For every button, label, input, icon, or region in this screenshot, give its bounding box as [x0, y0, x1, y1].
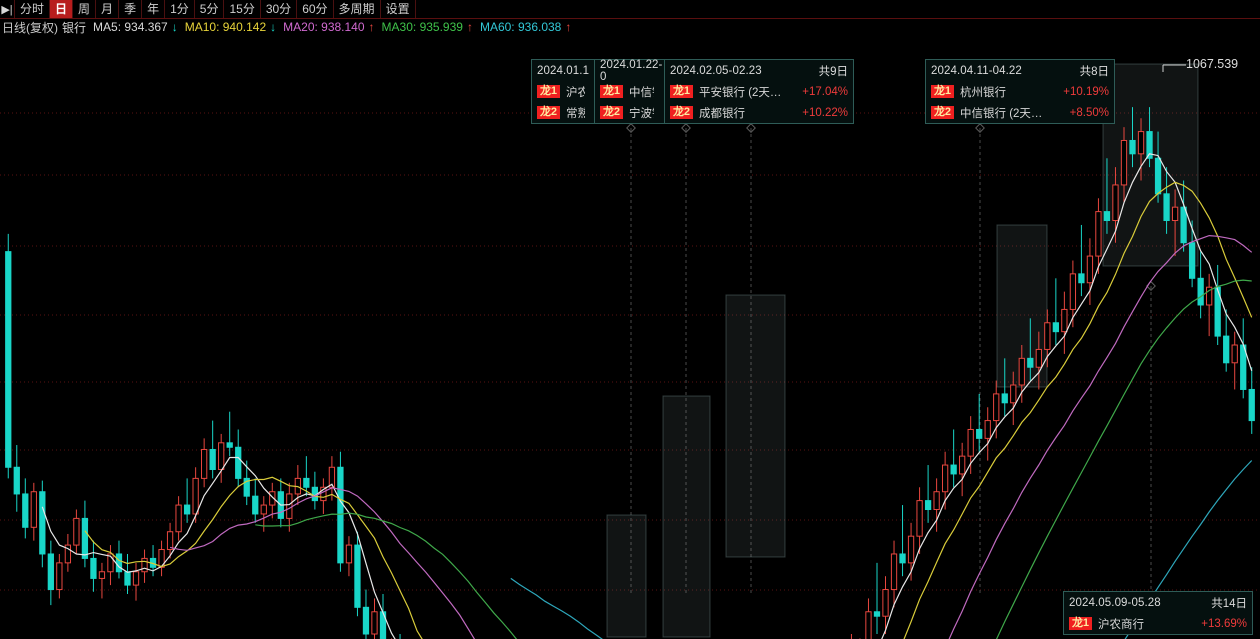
ma-line-MA30: [255, 279, 1252, 639]
ma-arrow-3: ↑: [466, 20, 473, 34]
annotation-stock-row: 龙2 成都银行 +10.22%: [665, 102, 853, 123]
period-label: 日线(复权): [2, 20, 58, 35]
annotation-date: 2024.04.11-04.22: [931, 64, 1022, 77]
annotation-date-row: 2024.01.1: [532, 60, 596, 81]
stock-change-pct: +13.69%: [1201, 617, 1247, 630]
stock-change-pct: +10.22%: [802, 106, 848, 119]
period-button-7[interactable]: 5分: [195, 0, 225, 18]
ma-info-row: 日线(复权) 银行 MA5: 934.367 ↓ MA10: 940.142 ↓ MA2…: [0, 19, 579, 35]
ma-value-1: MA10: 940.142: [184, 20, 267, 34]
period-button-8[interactable]: 15分: [224, 0, 261, 18]
rank-badge: 龙2: [600, 106, 623, 119]
period-button-group: 分时日周月季年 1分 5分 15分 30分 60分 多周期 设置: [14, 0, 416, 18]
stock-change-pct: +10.19%: [1063, 85, 1109, 98]
connector-diamond-0: [626, 123, 636, 133]
period-button-3[interactable]: 月: [96, 0, 120, 18]
annotation-date: 2024.02.05-02.23: [670, 64, 762, 77]
annotation-date-row: 2024.02.05-02.23 共9日: [665, 60, 853, 81]
ma-value-4: MA60: 936.038: [479, 20, 562, 34]
ma-line-MA10: [84, 181, 1253, 639]
rank-badge: 龙1: [537, 85, 560, 98]
annotation-card-4[interactable]: 2024.04.11-04.22 共8日龙1 杭州银行 +10.19% 龙2 中信银行 (…: [925, 59, 1115, 124]
stock-name: 常熟: [566, 107, 585, 120]
stock-name: 沪农: [566, 86, 585, 99]
highlight-box-2: [725, 294, 786, 558]
highlight-box-0: [606, 514, 647, 638]
chart-svg: [0, 63, 1260, 639]
annotation-date: 2024.01.22-0: [600, 58, 663, 83]
stock-name: 宁波银行: [629, 107, 654, 120]
annotation-card-2[interactable]: 2024.01.22-0 龙1 中信银行龙2 宁波银行: [594, 59, 666, 124]
candlestick-chart[interactable]: [0, 36, 1260, 639]
annotation-date-row: 2024.01.22-0: [595, 58, 665, 83]
period-button-12[interactable]: 设置: [381, 0, 416, 18]
annotation-stock-row: 龙1 杭州银行 +10.19%: [926, 81, 1114, 102]
connector-diamond-1: [681, 123, 691, 133]
connector-diamond-3: [975, 123, 985, 133]
annotation-date-row: 2024.05.09-05.28 共14日: [1064, 592, 1252, 613]
annotation-card-5[interactable]: 2024.05.09-05.28 共14日龙1 沪农商行 +13.69%: [1063, 591, 1253, 635]
stock-change-pct: +17.04%: [802, 85, 848, 98]
period-button-11[interactable]: 多周期: [334, 0, 381, 18]
ma-line-MA20: [169, 234, 1253, 639]
annotation-stock-row: 龙1 沪农: [532, 81, 596, 102]
rank-badge: 龙2: [931, 106, 954, 119]
ma-arrow-0: ↓: [171, 20, 178, 34]
annotation-stock-row: 龙2 宁波银行: [595, 102, 665, 123]
period-button-10[interactable]: 60分: [297, 0, 334, 18]
stock-name: 成都银行: [699, 107, 745, 120]
peak-price-value: 1067.539: [1186, 57, 1239, 71]
stock-change-pct: +8.50%: [1069, 106, 1109, 119]
annotation-stock-row: 龙2 中信银行 (2天… +8.50%: [926, 102, 1114, 123]
annotation-card-1[interactable]: 2024.01.1 龙1 沪农 龙2 常熟: [531, 59, 597, 124]
period-button-5[interactable]: 年: [142, 0, 166, 18]
period-button-1[interactable]: 日: [50, 0, 74, 18]
rank-badge: 龙2: [537, 106, 560, 119]
stock-name: 中信银行: [629, 86, 654, 99]
annotation-stock-row: 龙2 常熟: [532, 102, 596, 123]
annotation-days: 共14日: [1211, 597, 1247, 610]
annotation-days: 共8日: [1079, 65, 1109, 78]
rank-badge: 龙1: [931, 85, 954, 98]
annotation-date-row: 2024.04.11-04.22 共8日: [926, 60, 1114, 81]
rank-badge: 龙1: [1069, 617, 1092, 630]
ma-arrow-4: ↑: [565, 20, 572, 34]
ma-value-3: MA30: 935.939: [381, 20, 463, 34]
ma-arrow-2: ↑: [368, 20, 375, 34]
annotation-date: 2024.01.1: [537, 64, 590, 77]
period-toolbar: ▶| 分时日周月季年 1分 5分 15分 30分 60分 多周期 设置: [0, 0, 1260, 19]
annotation-stock-row: 龙1 平安银行 (2天… +17.04%: [665, 81, 853, 102]
period-button-0[interactable]: 分时: [14, 0, 51, 18]
period-button-9[interactable]: 30分: [261, 0, 298, 18]
symbol-label: 银行: [62, 20, 87, 35]
stock-name: 中信银行 (2天…: [960, 107, 1043, 120]
stock-name: 沪农商行: [1098, 618, 1144, 631]
ma-value-0: MA5: 934.367: [93, 20, 168, 34]
ma-line-MA5: [41, 153, 1253, 639]
rank-badge: 龙1: [600, 85, 623, 98]
annotation-card-3[interactable]: 2024.02.05-02.23 共9日龙1 平安银行 (2天… +17.04% 龙2 成…: [664, 59, 854, 124]
connector-diamond-2: [746, 123, 756, 133]
stock-name: 杭州银行: [960, 86, 1006, 99]
annotation-days: 共9日: [818, 65, 848, 78]
toolbar-filler: [416, 0, 1260, 18]
rank-badge: 龙1: [670, 85, 693, 98]
prev-period-icon[interactable]: ▶|: [1, 3, 13, 16]
annotation-stock-row: 龙1 中信银行: [595, 81, 665, 102]
rank-badge: 龙2: [670, 106, 693, 119]
peak-price-label: 1067.539: [1186, 57, 1238, 71]
candles: [5, 107, 1255, 639]
period-button-6[interactable]: 1分: [165, 0, 195, 18]
stock-name: 平安银行 (2天…: [699, 86, 782, 99]
annotation-date: 2024.05.09-05.28: [1069, 596, 1161, 609]
ma-value-2: MA20: 938.140: [283, 20, 365, 34]
period-button-4[interactable]: 季: [119, 0, 143, 18]
period-button-2[interactable]: 周: [73, 0, 97, 18]
ma-arrow-1: ↓: [270, 20, 277, 34]
highlight-box-1: [662, 395, 711, 638]
annotation-stock-row: 龙1 沪农商行 +13.69%: [1064, 613, 1252, 634]
ma-value-list: MA5: 934.367 ↓ MA10: 940.142 ↓ MA20: 938.140…: [90, 20, 575, 34]
